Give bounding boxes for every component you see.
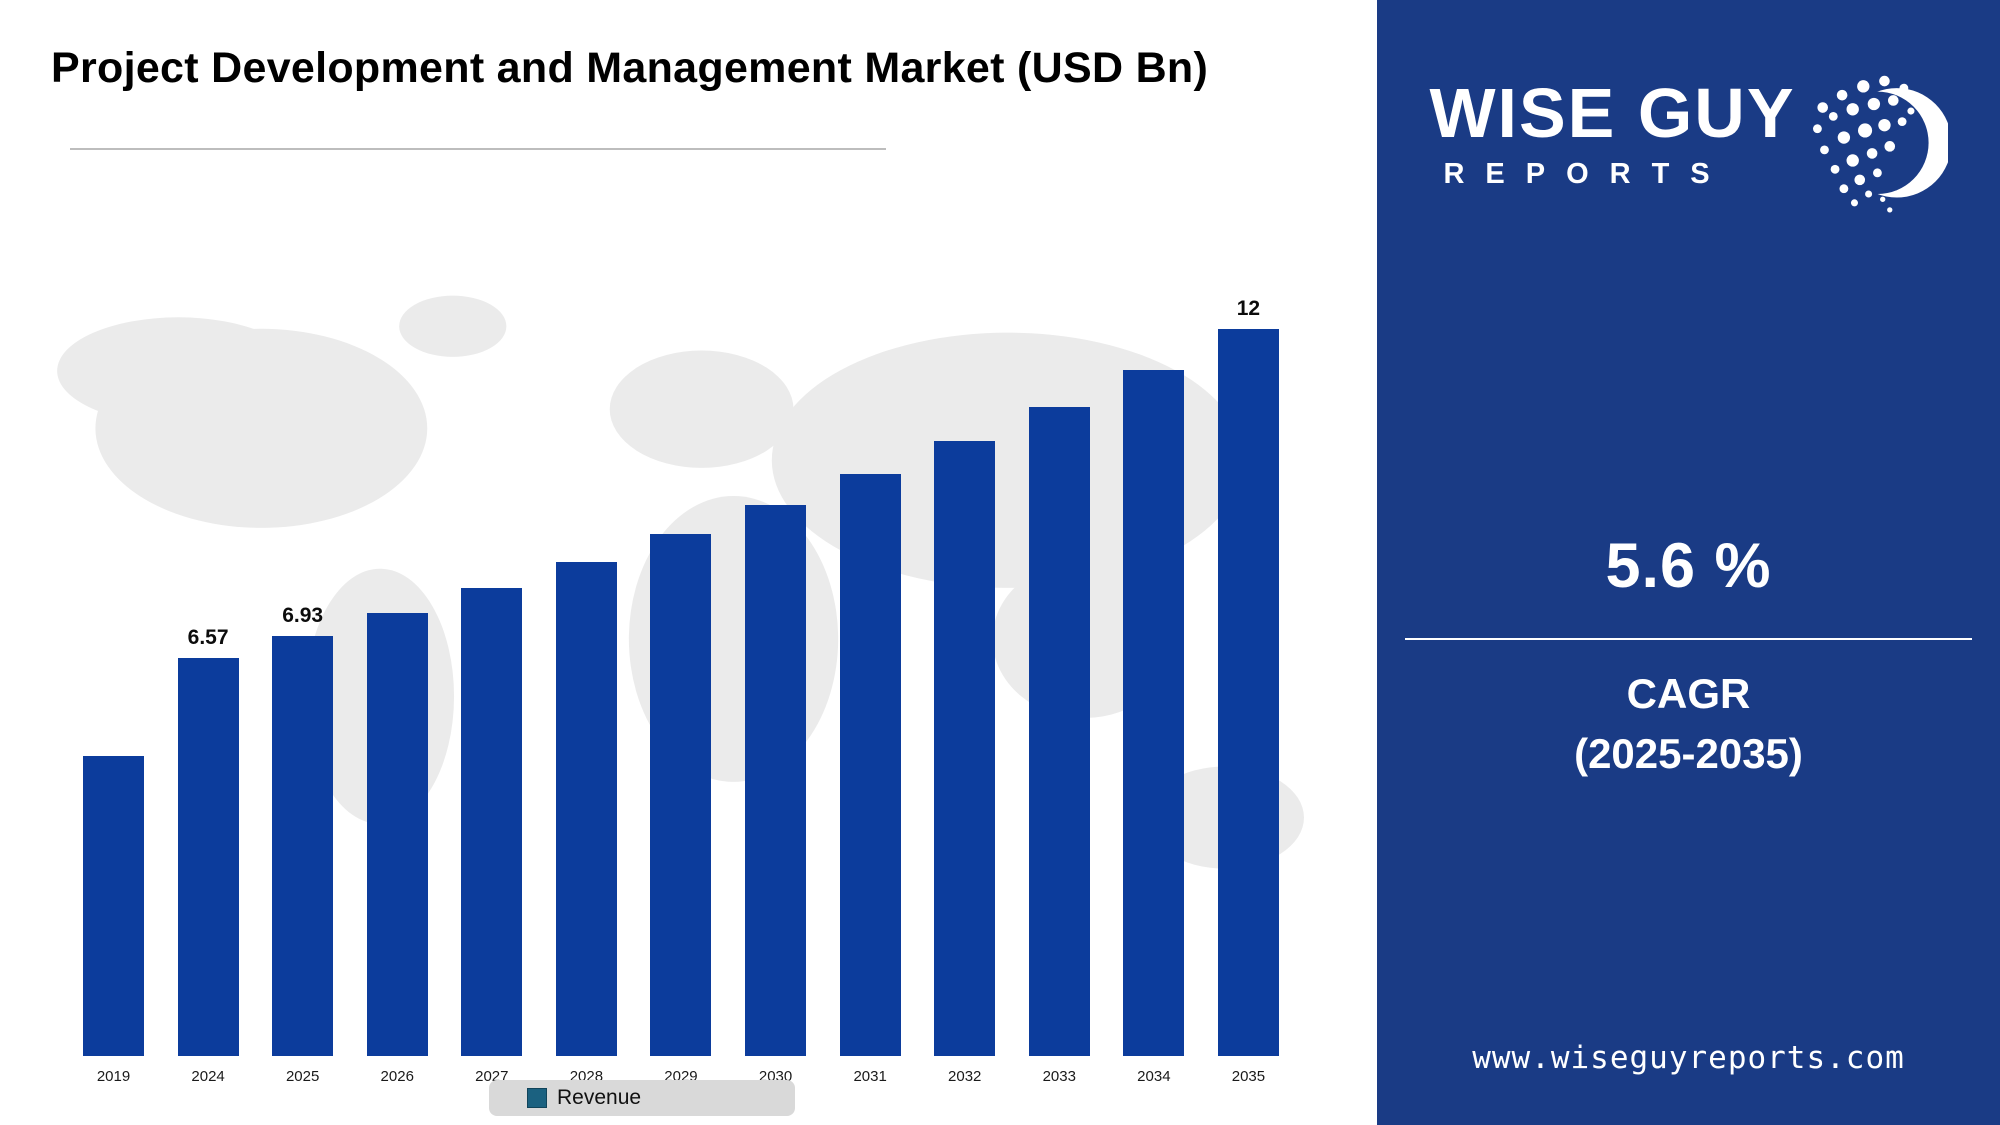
logo-text-wiseguy: WISE GUY [1429,74,1796,152]
logo: WISE GUY REPORTS [1377,75,2000,234]
bar-2026 [366,613,428,1056]
cagr-label: CAGR [1626,670,1751,717]
legend-swatch-revenue [527,1088,547,1108]
bar-column-2030: 2030 [745,290,807,1085]
x-tick-label-2032: 2032 [948,1068,982,1085]
x-tick-label-2034: 2034 [1137,1068,1171,1085]
bar-2035 [1217,329,1279,1056]
logo-head-icon [1812,75,1948,213]
x-tick-label-2019: 2019 [96,1068,131,1085]
bar-2034 [1123,370,1185,1056]
bar-2025 [272,636,334,1056]
cagr-period: (2025-2035) [1574,730,1803,777]
bar-chart: 2019 6.57 2024 6.93 2025 2026 2027 2028 2029 2030… [83,290,1279,1085]
bar-column-2025: 6.93 2025 [272,290,334,1085]
bar-column-2028: 2028 [555,290,617,1085]
bar-column-2031: 2031 [839,290,901,1085]
brand-panel: WISE GUY REPORTS [1377,0,2000,1125]
bar-2024 [177,658,239,1056]
logo-text-reports: REPORTS [1443,158,1731,190]
cagr-value: 5.6 % [1605,531,1772,601]
chart-panel: Project Development and Management Marke… [51,44,1304,1116]
x-tick-label-2035: 2035 [1231,1068,1266,1085]
website-url: www.wiseguyreports.com [1472,1040,1905,1076]
bar-2031 [839,474,901,1056]
bar-2028 [555,562,617,1056]
bar-column-2019: 2019 [83,290,144,1085]
bar-value-label-2024: 6.57 [187,626,229,649]
bar-column-2029: 2029 [650,290,712,1085]
legend-label-revenue: Revenue [557,1086,642,1109]
bar-column-2024: 6.57 2024 [177,290,239,1085]
bar-2019 [83,756,144,1056]
title-divider [70,148,886,150]
bar-column-2032: 2032 [934,290,996,1085]
chart-title: Project Development and Management Marke… [51,44,1209,92]
bar-2032 [934,441,996,1056]
bar-column-2027: 2027 [461,290,523,1085]
logo-wordmark: WISE GUY REPORTS [1429,78,1795,189]
bar-value-label-2035: 12 [1236,297,1261,320]
bar-column-2034: 2034 [1123,290,1185,1085]
x-tick-label-2024: 2024 [191,1068,225,1085]
x-tick-label-2025: 2025 [285,1068,320,1085]
bar-column-2033: 2033 [1028,290,1090,1085]
bar-2030 [745,505,807,1056]
legend: Revenue [489,1080,795,1116]
bar-2029 [650,534,712,1056]
x-tick-label-2033: 2033 [1042,1068,1076,1085]
bar-value-label-2025: 6.93 [282,604,324,627]
bar-column-2026: 2026 [366,290,428,1085]
bar-2033 [1028,407,1090,1056]
bar-column-2035: 12 2035 [1217,290,1279,1085]
cagr-divider [1405,638,1972,640]
cagr-block: 5.6 % CAGR (2025-2035) [1377,530,2000,778]
x-tick-label-2031: 2031 [853,1068,887,1085]
x-tick-label-2026: 2026 [380,1068,414,1085]
bar-2027 [461,588,523,1056]
